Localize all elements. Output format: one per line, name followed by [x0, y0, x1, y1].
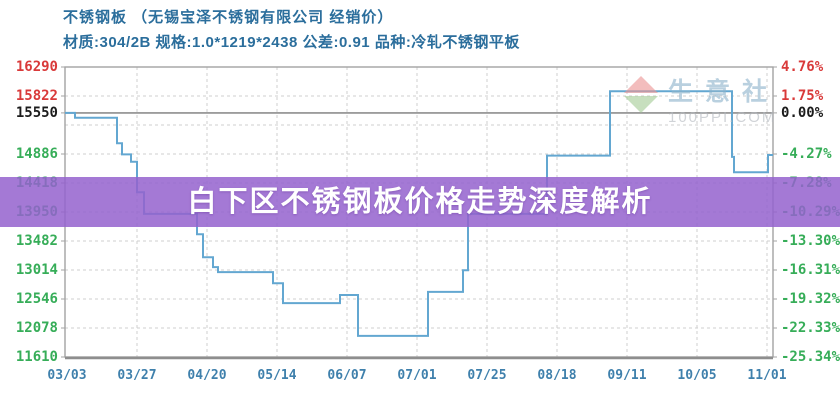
price-tick-label: 16290 [15, 59, 58, 75]
percent-tick-label: -13.30% [781, 233, 840, 249]
diamond-up-triangle [624, 76, 658, 93]
date-tick-label: 06/07 [327, 368, 367, 383]
date-tick-label: 03/27 [117, 368, 157, 383]
percent-tick-label: 4.76% [781, 59, 824, 75]
watermark-text: 生意社 100PPI.COM [668, 72, 779, 126]
date-tick-label: 10/05 [677, 368, 717, 383]
percent-tick-label: -22.33% [781, 320, 840, 336]
diamond-down-triangle [624, 96, 658, 113]
price-step-line [65, 90, 773, 337]
date-tick-label: 07/01 [397, 368, 437, 383]
price-tick-label: 15550 [15, 105, 58, 121]
percent-tick-label: 0.00% [781, 105, 824, 121]
percent-tick-label: 1.75% [781, 88, 824, 104]
date-tick-label: 08/18 [537, 368, 577, 383]
promo-banner: 白下区不锈钢板价格走势深度解析 [0, 177, 840, 227]
price-tick-label: 14886 [15, 146, 58, 162]
date-tick-label: 03/03 [47, 368, 87, 383]
price-tick-label: 12078 [15, 320, 58, 336]
date-tick-label: 11/01 [747, 368, 787, 383]
chart-spec-line: 材质:304/2B 规格:1.0*1219*2438 公差:0.91 品种:冷轧… [63, 34, 520, 51]
date-tick-label: 04/20 [187, 368, 227, 383]
price-tick-label: 11610 [15, 349, 58, 365]
date-tick-label: 05/14 [257, 368, 297, 383]
watermark-brand: 生意社 [668, 78, 780, 106]
date-tick-label: 07/25 [467, 368, 507, 383]
percent-tick-label: -4.27% [781, 146, 832, 162]
watermark: 生意社 100PPI.COM [624, 72, 779, 126]
price-tick-label: 15822 [15, 88, 58, 104]
price-tick-label: 13014 [15, 262, 58, 278]
chart-title: 不锈钢板 （无锡宝泽不锈钢有限公司 经销价） [63, 9, 394, 26]
percent-tick-label: -25.34% [781, 349, 840, 365]
price-tick-label: 13482 [15, 233, 58, 249]
banner-text: 白下区不锈钢板价格走势深度解析 [187, 186, 653, 218]
brand-diamond-icon [624, 76, 658, 114]
chart-header: 不锈钢板 （无锡宝泽不锈钢有限公司 经销价） 材质:304/2B 规格:1.0*… [63, 5, 520, 55]
watermark-domain: 100PPI.COM [668, 109, 777, 126]
date-tick-label: 09/11 [607, 368, 647, 383]
percent-tick-label: -19.32% [781, 291, 840, 307]
price-tick-label: 12546 [15, 291, 58, 307]
percent-tick-label: -16.31% [781, 262, 840, 278]
